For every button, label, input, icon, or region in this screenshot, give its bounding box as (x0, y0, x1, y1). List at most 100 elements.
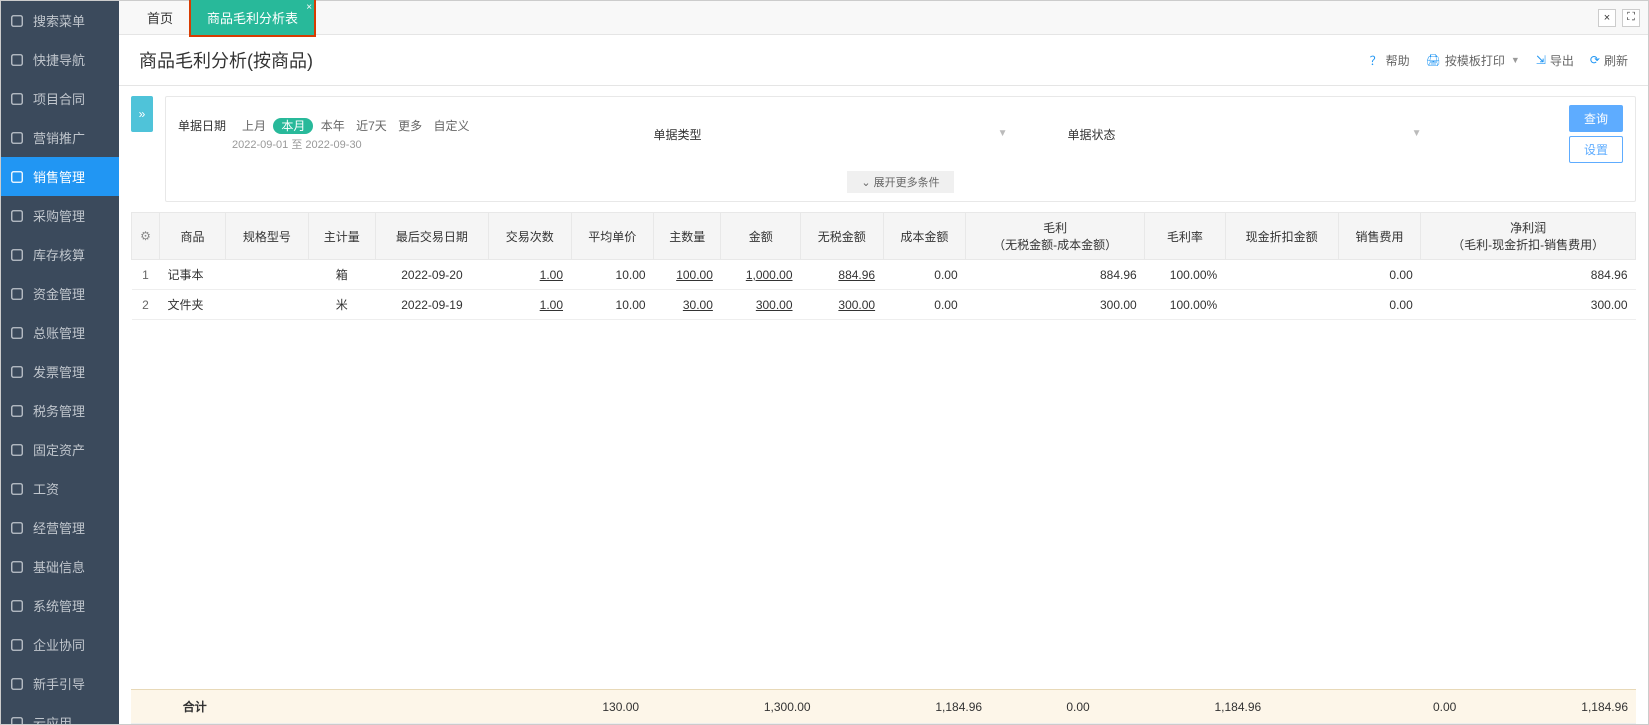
sidebar-item-label: 资金管理 (33, 284, 85, 303)
total-trade_count (415, 690, 459, 724)
tab-close-button[interactable]: × (1598, 9, 1616, 27)
cell-link[interactable]: 30.00 (683, 298, 713, 312)
cell-spec (226, 290, 309, 320)
cell-gross_rate: 100.00% (1145, 260, 1225, 290)
col-product[interactable]: 商品 (160, 213, 226, 260)
sidebar-item-cloud[interactable]: 云应用 (1, 703, 119, 724)
sidebar-item-folder[interactable]: 项目合同 (1, 79, 119, 118)
table-row[interactable]: 1记事本箱2022-09-201.0010.00100.001,000.0088… (132, 260, 1636, 290)
table-row[interactable]: 2文件夹米2022-09-191.0010.0030.00300.00300.0… (132, 290, 1636, 320)
main: 首页 商品毛利分析表 × × ⛶ 商品毛利分析(按商品) ？ 帮助 🖨 按模板打… (119, 1, 1648, 724)
refresh-button[interactable]: ⟳ 刷新 (1590, 52, 1628, 69)
sidebar-item-box[interactable]: 采购管理 (1, 196, 119, 235)
query-button[interactable]: 查询 (1569, 105, 1623, 132)
sidebar-item-label: 工资 (33, 479, 59, 498)
sidebar-item-tax[interactable]: 税务管理 (1, 391, 119, 430)
table-body: 1记事本箱2022-09-201.0010.00100.001,000.0088… (132, 260, 1636, 320)
total-gross: 1,184.96 (1098, 690, 1270, 724)
cell-net_profit: 884.96 (1421, 260, 1636, 290)
date-option[interactable]: 本月 (273, 118, 313, 134)
sidebar-item-label: 系统管理 (33, 596, 85, 615)
col-amount[interactable]: 金额 (721, 213, 801, 260)
tab-home[interactable]: 首页 (131, 0, 189, 35)
ledger-icon (9, 325, 25, 341)
sidebar-item-asset[interactable]: 固定资产 (1, 430, 119, 469)
col-sales_fee[interactable]: 销售费用 (1338, 213, 1421, 260)
sidebar-item-label: 总账管理 (33, 323, 85, 342)
cell-link[interactable]: 300.00 (838, 298, 875, 312)
sidebar-item-cart[interactable]: 销售管理 (1, 157, 119, 196)
date-option[interactable]: 上月 (238, 118, 270, 134)
sidebar-item-team[interactable]: 企业协同 (1, 625, 119, 664)
sidebar-item-label: 营销推广 (33, 128, 85, 147)
sidebar-item-receipt[interactable]: 发票管理 (1, 352, 119, 391)
cell-sales_fee: 0.00 (1338, 260, 1421, 290)
chevron-down-icon: ▼ (1412, 128, 1422, 139)
data-table: ⚙商品规格型号主计量最后交易日期交易次数平均单价主数量金额无税金额成本金额毛利（… (131, 212, 1636, 320)
col-gross_rate[interactable]: 毛利率 (1145, 213, 1225, 260)
total-unit (328, 690, 372, 724)
cell-amount: 300.00 (721, 290, 801, 320)
cell-link[interactable]: 1.00 (540, 268, 563, 282)
sidebar-item-label: 新手引导 (33, 674, 85, 693)
status-select[interactable]: ▼ (1122, 128, 1422, 140)
sidebar-item-salary[interactable]: 工资 (1, 469, 119, 508)
salary-icon (9, 481, 25, 497)
date-option[interactable]: 更多 (394, 118, 426, 134)
print-button[interactable]: 🖨 按模板打印 ▼ (1426, 52, 1520, 69)
type-select[interactable]: ▼ (708, 128, 1008, 140)
col-cost_amount[interactable]: 成本金额 (883, 213, 966, 260)
date-option[interactable]: 本年 (317, 118, 349, 134)
col-net_profit[interactable]: 净利润（毛利-现金折扣-销售费用） (1421, 213, 1636, 260)
chevron-down-icon: ▼ (998, 128, 1008, 139)
sidebar-item-search[interactable]: 搜索菜单 (1, 1, 119, 40)
col-unit[interactable]: 主计量 (308, 213, 375, 260)
cell-unit: 箱 (308, 260, 375, 290)
cell-link[interactable]: 1,000.00 (746, 268, 793, 282)
sidebar-item-home[interactable]: 快捷导航 (1, 40, 119, 79)
data-table-zone: ⚙商品规格型号主计量最后交易日期交易次数平均单价主数量金额无税金额成本金额毛利（… (119, 202, 1648, 724)
col-spec[interactable]: 规格型号 (226, 213, 309, 260)
col-notax_amount[interactable]: 无税金额 (801, 213, 884, 260)
sidebar-item-info[interactable]: 基础信息 (1, 547, 119, 586)
sidebar-item-manage[interactable]: 经营管理 (1, 508, 119, 547)
settings-button[interactable]: 设置 (1569, 136, 1623, 163)
export-button[interactable]: ⇲ 导出 (1536, 52, 1574, 69)
sidebar-item-gear[interactable]: 系统管理 (1, 586, 119, 625)
cloud-icon (9, 715, 25, 725)
cell-link[interactable]: 300.00 (756, 298, 793, 312)
col-avg_price[interactable]: 平均单价 (571, 213, 654, 260)
col-gross[interactable]: 毛利（无税金额-成本金额） (966, 213, 1145, 260)
fullscreen-icon[interactable]: ⛶ (1622, 9, 1640, 27)
sidebar-item-label: 发票管理 (33, 362, 85, 381)
sidebar-item-guide[interactable]: 新手引导 (1, 664, 119, 703)
help-button[interactable]: ？ 帮助 (1370, 52, 1410, 69)
money-icon (9, 286, 25, 302)
cell-trade_count: 1.00 (488, 260, 571, 290)
expand-more-button[interactable]: ⌄ 展开更多条件 (847, 171, 953, 193)
col-gear[interactable]: ⚙ (132, 213, 160, 260)
cell-gross: 300.00 (966, 290, 1145, 320)
close-icon[interactable]: × (306, 2, 312, 13)
cell-link[interactable]: 1.00 (540, 298, 563, 312)
cell-notax_amount: 884.96 (801, 260, 884, 290)
cell-link[interactable]: 884.96 (838, 268, 875, 282)
date-option[interactable]: 近7天 (352, 118, 391, 134)
col-trade_count[interactable]: 交易次数 (488, 213, 571, 260)
search-icon (9, 13, 25, 29)
date-option[interactable]: 自定义 (429, 118, 473, 134)
col-last_date[interactable]: 最后交易日期 (375, 213, 488, 260)
page-header: 商品毛利分析(按商品) ？ 帮助 🖨 按模板打印 ▼ ⇲ 导出 ⟳ 刷新 (119, 35, 1648, 86)
sidebar-item-warehouse[interactable]: 库存核算 (1, 235, 119, 274)
sidebar-item-money[interactable]: 资金管理 (1, 274, 119, 313)
sidebar-item-ledger[interactable]: 总账管理 (1, 313, 119, 352)
cell-link[interactable]: 100.00 (676, 268, 713, 282)
total-net_profit: 1,184.96 (1464, 690, 1636, 724)
sidebar-item-megaphone[interactable]: 营销推广 (1, 118, 119, 157)
manage-icon (9, 520, 25, 536)
col-main_qty[interactable]: 主数量 (654, 213, 721, 260)
tab-gross-profit[interactable]: 商品毛利分析表 × (189, 0, 316, 37)
col-cash_discount[interactable]: 现金折扣金额 (1225, 213, 1338, 260)
chevron-down-icon: ▼ (1511, 55, 1520, 65)
collapse-toggle[interactable]: » (131, 96, 153, 132)
